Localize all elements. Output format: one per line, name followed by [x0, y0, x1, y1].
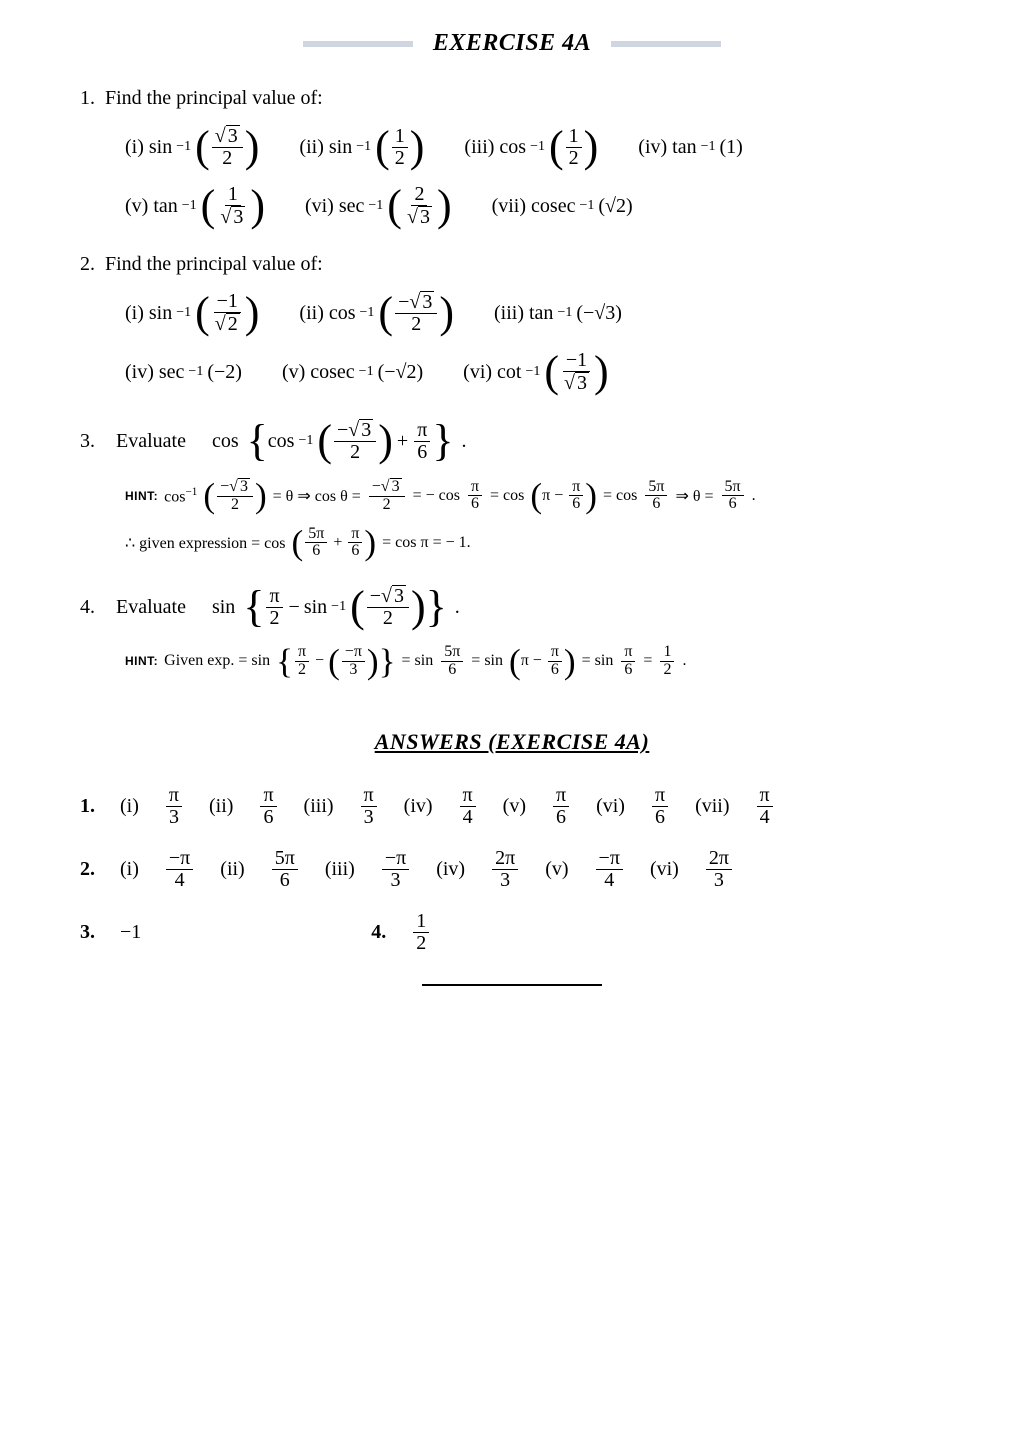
q2-iii: (iii) tan−1(−√3) — [494, 302, 622, 325]
q1-ii: (ii) sin−1 12 — [299, 126, 424, 169]
q1-row2: (v) tan−1 13 (vi) sec−1 23 (vii) cosec−1… — [125, 184, 944, 228]
question-2: 2. Find the principal value of: (i) sin−… — [80, 253, 944, 394]
question-4: 4. Evaluate sin π2 − sin−1 −32 . HINT: G… — [80, 585, 944, 679]
answers-3-4: 3. −1 4. 12 — [80, 911, 944, 954]
q2-row1: (i) sin−1 −12 (ii) cos−1 −32 (iii) tan−1… — [125, 291, 944, 335]
q3-stem: 3. Evaluate cos cos−1 −32 + π6 . — [80, 419, 944, 463]
q1-v: (v) tan−1 13 — [125, 184, 265, 228]
question-3: 3. Evaluate cos cos−1 −32 + π6 . HINT: c… — [80, 419, 944, 560]
answers-1: 1. (i)π3 (ii)π6 (iii)π3 (iv)π4 (v)π6 (vi… — [80, 785, 944, 828]
q1-i-exp: −1 — [176, 139, 191, 155]
q1-iv: (iv) tan−1(1) — [638, 136, 743, 159]
q1-text: Find the principal value of: — [105, 87, 323, 109]
footer-rule — [422, 984, 602, 986]
q1-vii: (vii) cosec−1(√2) — [492, 195, 633, 218]
answers-header: ANSWERS (EXERCISE 4A) — [80, 729, 944, 755]
q1-vi: (vi) sec−1 23 — [305, 184, 452, 228]
q4-hint: HINT: Given exp. = sin π2 − −π3 = sin5π6… — [125, 644, 944, 679]
q2-ii: (ii) cos−1 −32 — [299, 291, 454, 335]
q2-vi: (vi) cot−1 −13 — [463, 350, 609, 394]
q2-row2: (iv) sec−1(−2) (v) cosec−1(−√2) (vi) cot… — [125, 350, 944, 394]
q1-ii-label: (ii) sin — [299, 136, 352, 159]
q4-stem: 4. Evaluate sin π2 − sin−1 −32 . — [80, 585, 944, 629]
q2-i: (i) sin−1 −12 — [125, 291, 259, 335]
q3-hint-1: HINT: cos−1 −32 = θ ⇒ cos θ = −32 = − co… — [125, 478, 944, 514]
q1-iv-label: (iv) tan — [638, 136, 696, 159]
q1-row1: (i) sin−1 32 (ii) sin−1 12 (iii) cos−1 1… — [125, 125, 944, 169]
answers-title: ANSWERS (EXERCISE 4A) — [375, 729, 650, 754]
exercise-header: EXERCISE 4A — [80, 30, 944, 57]
q1-iii-label: (iii) cos — [464, 136, 526, 159]
q1-number: 1. — [80, 87, 95, 109]
q2-stem: 2. Find the principal value of: — [80, 253, 944, 276]
q1-iii: (iii) cos−1 12 — [464, 126, 598, 169]
q3-hint-2: ∴ given expression = cos 5π6 + π6 = cos … — [125, 526, 944, 561]
answers-2: 2. (i)−π4 (ii)5π6 (iii)−π3 (iv)2π3 (v)−π… — [80, 848, 944, 891]
page: EXERCISE 4A 1. Find the principal value … — [0, 0, 1024, 1430]
q2-iv: (iv) sec−1(−2) — [125, 361, 242, 384]
q1-stem: 1. Find the principal value of: — [80, 87, 944, 110]
q1-i: (i) sin−1 32 — [125, 125, 259, 169]
question-1: 1. Find the principal value of: (i) sin−… — [80, 87, 944, 228]
exercise-title: EXERCISE 4A — [433, 30, 591, 57]
q1-i-label: (i) sin — [125, 136, 172, 159]
q2-v: (v) cosec−1(−√2) — [282, 361, 423, 384]
rule-right — [611, 41, 721, 47]
rule-left — [303, 41, 413, 47]
